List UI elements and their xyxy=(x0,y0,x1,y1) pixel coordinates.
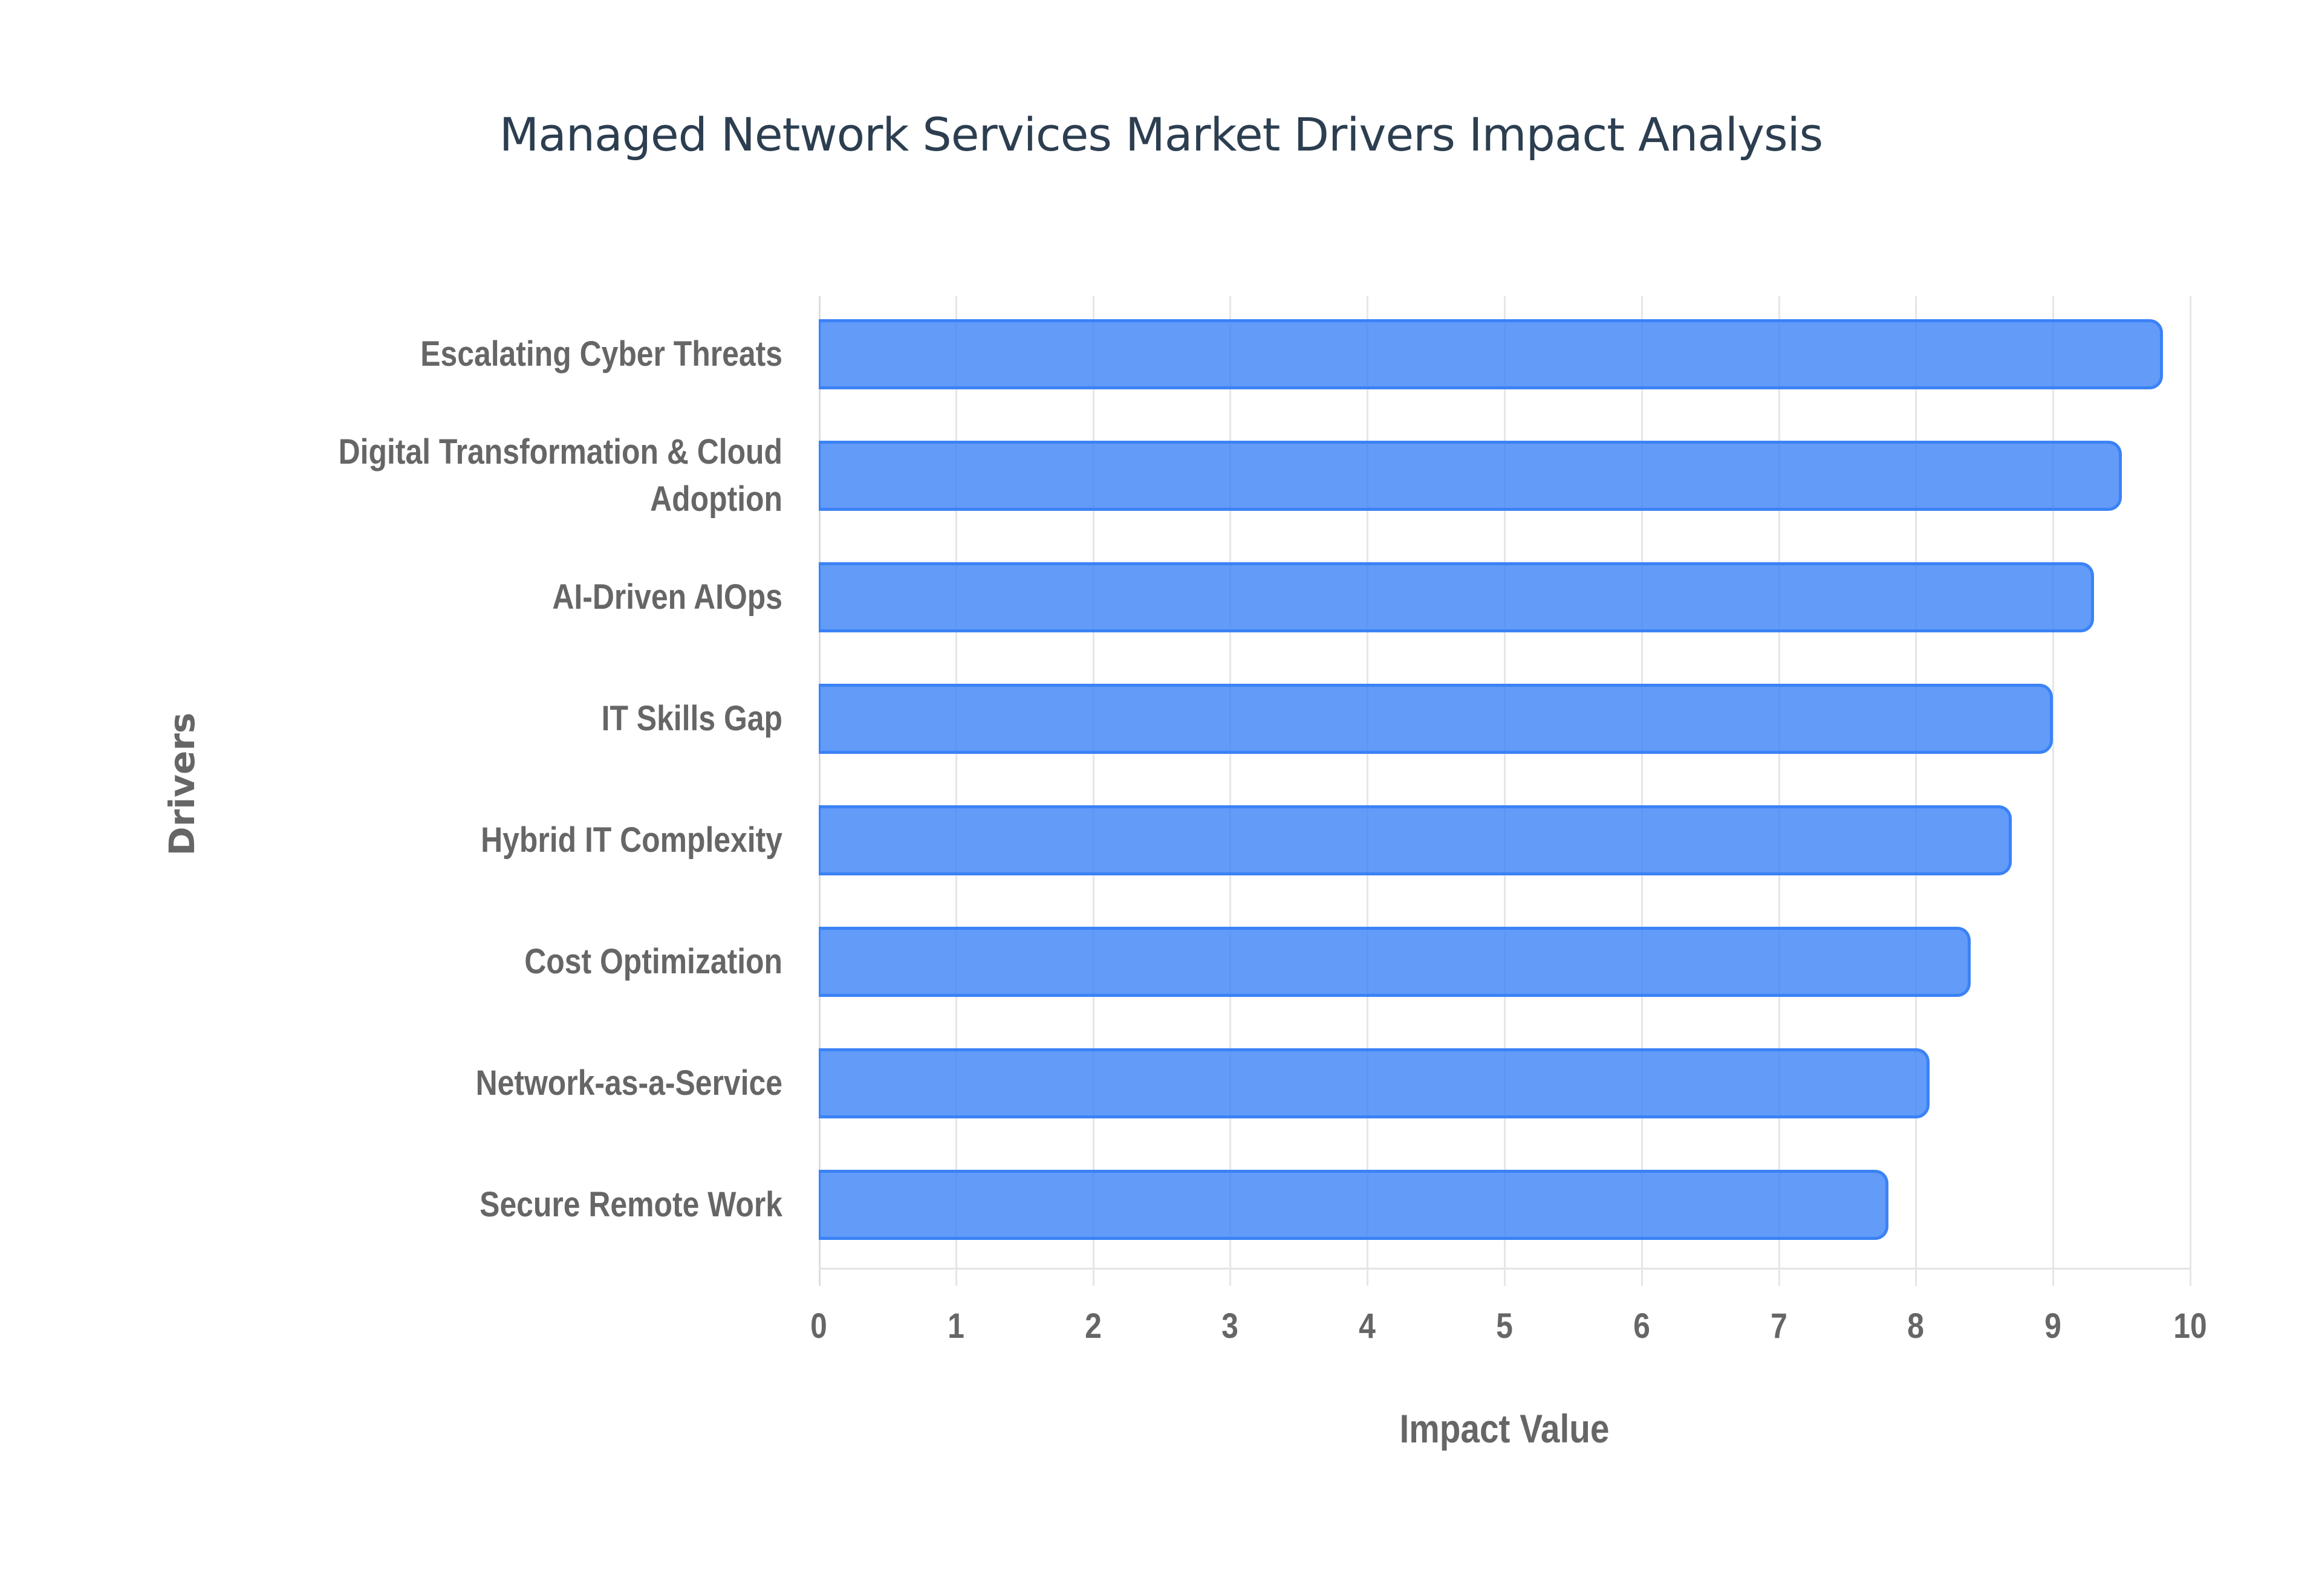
bar[interactable] xyxy=(819,319,2163,389)
category-label-line: Network-as-a-Service xyxy=(475,1063,782,1103)
gridline xyxy=(1504,296,1506,1286)
gridline xyxy=(1915,296,1917,1286)
gridline xyxy=(2190,296,2191,1286)
bar[interactable] xyxy=(819,562,2095,632)
category-label: AI-Driven AIOps xyxy=(210,574,782,621)
category-label: Network-as-a-Service xyxy=(210,1060,782,1107)
x-tick-label: 10 xyxy=(2173,1306,2207,1346)
y-axis-title: Drivers xyxy=(161,712,203,856)
x-tick-label: 7 xyxy=(1770,1306,1787,1346)
category-label-line: IT Skills Gap xyxy=(601,698,782,738)
x-tick-label: 8 xyxy=(1907,1306,1925,1346)
category-label: Digital Transformation & Cloud Adoption xyxy=(210,429,782,523)
category-label-line: Hybrid IT Complexity xyxy=(481,820,782,860)
x-tick-label: 3 xyxy=(1221,1306,1239,1346)
x-tick-label: 0 xyxy=(810,1306,827,1346)
x-tick-label: 5 xyxy=(1496,1306,1513,1346)
category-label: Escalating Cyber Threats xyxy=(210,331,782,378)
bar[interactable] xyxy=(819,1048,1930,1119)
gridline xyxy=(1229,296,1232,1286)
category-label: IT Skills Gap xyxy=(210,695,782,742)
category-label-line: AI-Driven AIOps xyxy=(552,577,782,617)
x-tick-label: 6 xyxy=(1633,1306,1650,1346)
bar[interactable] xyxy=(819,927,1971,997)
category-label-line: Secure Remote Work xyxy=(480,1185,782,1225)
category-label-line: Escalating Cyber Threats xyxy=(420,334,782,374)
gridline xyxy=(1367,296,1369,1286)
chart-title: Managed Network Services Market Drivers … xyxy=(499,108,1824,161)
x-tick-label: 4 xyxy=(1359,1306,1376,1346)
x-axis-title: Impact Value xyxy=(1399,1406,1610,1451)
bar[interactable] xyxy=(819,440,2122,511)
x-tick-label: 1 xyxy=(947,1306,964,1346)
category-label-line: Adoption xyxy=(650,479,782,519)
gridline xyxy=(1778,296,1780,1286)
category-label: Hybrid IT Complexity xyxy=(210,817,782,864)
gridline xyxy=(1092,296,1094,1286)
category-label: Cost Optimization xyxy=(210,938,782,985)
category-label-line: Cost Optimization xyxy=(524,942,782,982)
plot-area xyxy=(819,296,2191,1286)
gridline xyxy=(1641,296,1643,1286)
category-label-line: Digital Transformation & Cloud xyxy=(338,432,782,472)
x-tick-label: 9 xyxy=(2044,1306,2062,1346)
category-label: Secure Remote Work xyxy=(210,1181,782,1228)
bar[interactable] xyxy=(819,805,2012,876)
gridline xyxy=(955,296,957,1286)
x-tick-label: 2 xyxy=(1084,1306,1102,1346)
gridline xyxy=(2052,296,2055,1286)
bar[interactable] xyxy=(819,1170,1889,1241)
y-axis-line xyxy=(819,296,821,1286)
bar[interactable] xyxy=(819,683,2054,754)
